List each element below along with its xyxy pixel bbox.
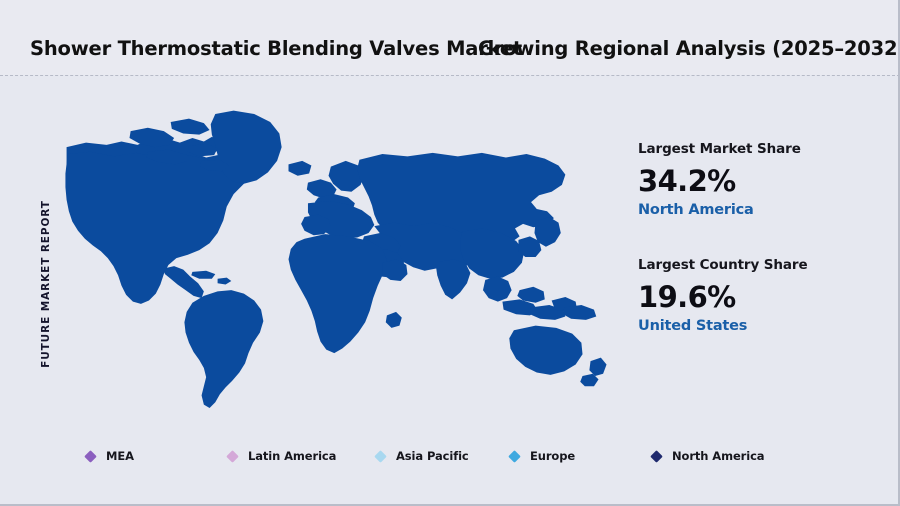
legend-label: Asia Pacific <box>396 449 469 463</box>
stat-largest-country-share: Largest Country Share 19.6% United State… <box>638 256 884 336</box>
map-central-america <box>163 266 204 299</box>
header-divider <box>0 75 898 76</box>
legend-item-latin-america[interactable]: Latin America <box>226 446 337 466</box>
largest-market-share-value: 34.2% <box>638 164 736 198</box>
legend-label: MEA <box>106 449 134 463</box>
map-caribbean-hispaniola <box>217 277 232 285</box>
map-caribbean-cuba <box>191 270 216 279</box>
map-iceland <box>288 160 312 176</box>
map-landmasses <box>65 110 607 409</box>
page-title-main: Shower Thermostatic Blending Valves Mark… <box>30 37 523 60</box>
map-africa <box>288 234 387 354</box>
map-arctic-islands-2 <box>170 118 210 135</box>
map-korea-japan-south <box>518 236 542 257</box>
largest-country-share-value: 19.6% <box>638 280 736 314</box>
largest-country-share-region: United States <box>638 318 748 334</box>
legend-label: Europe <box>530 449 576 463</box>
legend-diamond-icon <box>84 449 97 463</box>
map-new-guinea <box>563 305 597 320</box>
page-title: Shower Thermostatic Blending Valves Mark… <box>0 36 900 66</box>
map-arctic-islands-5 <box>199 159 230 172</box>
legend-label: Latin America <box>248 449 337 463</box>
map-china <box>460 228 525 279</box>
legend-label: North America <box>672 449 765 463</box>
stat-largest-market-share: Largest Market Share 34.2% North America <box>638 140 884 220</box>
world-map <box>62 92 634 422</box>
map-legend: MEA Latin America Asia Pacific Europe No… <box>84 446 826 468</box>
map-iberia <box>301 214 331 236</box>
map-philippines <box>517 286 545 303</box>
legend-diamond-icon <box>650 449 663 463</box>
map-south-america <box>184 290 264 409</box>
map-new-zealand-south <box>580 373 599 387</box>
map-russia <box>357 152 566 244</box>
map-australia <box>509 325 583 375</box>
legend-diamond-icon <box>508 449 521 463</box>
map-arctic-islands-4 <box>187 143 218 157</box>
legend-item-mea[interactable]: MEA <box>84 446 134 466</box>
map-indonesia-sumatra <box>502 299 538 316</box>
stats-panel: Largest Market Share 34.2% North America… <box>638 140 884 372</box>
largest-market-share-region: North America <box>638 202 754 218</box>
legend-item-north-america[interactable]: North America <box>650 446 765 466</box>
map-india <box>436 259 471 300</box>
brand-watermark: FUTURE MARKET REPORT <box>40 200 52 368</box>
header-bar: Shower Thermostatic Blending Valves Mark… <box>0 0 900 75</box>
map-horn-of-africa <box>382 259 408 282</box>
map-madagascar <box>385 311 402 328</box>
legend-item-europe[interactable]: Europe <box>508 446 576 466</box>
map-north-america-main <box>65 151 251 304</box>
map-arctic-islands-3 <box>146 149 188 165</box>
map-japan <box>534 216 561 247</box>
map-uk-ireland <box>306 179 337 199</box>
page-title-sub: Growing Regional Analysis (2025–2032) <box>478 37 900 60</box>
largest-country-share-label: Largest Country Share <box>638 257 808 273</box>
largest-market-share-label: Largest Market Share <box>638 141 801 157</box>
map-indochina <box>482 276 512 302</box>
map-new-zealand-north <box>589 357 607 376</box>
map-scandinavia <box>328 160 365 192</box>
legend-diamond-icon <box>374 449 387 463</box>
legend-diamond-icon <box>226 449 239 463</box>
legend-item-asia-pacific[interactable]: Asia Pacific <box>374 446 469 466</box>
world-map-svg <box>65 110 607 409</box>
map-arctic-islands-1 <box>129 127 175 148</box>
